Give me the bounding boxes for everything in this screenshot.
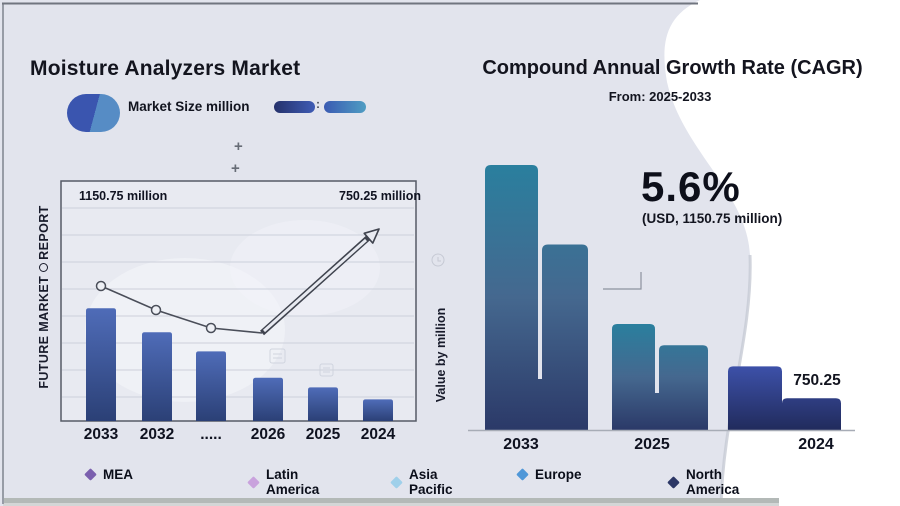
market-size-bar (196, 351, 226, 421)
watermark-part1: FUTURE MARKET (37, 275, 51, 389)
legend-item: Latin America (247, 467, 320, 497)
ghost-document-icons (269, 348, 334, 377)
x-tick-label: 2025 (634, 436, 670, 453)
cagr-bar-joint (538, 379, 542, 430)
market-size-bars (86, 308, 393, 421)
market-size-label: Market Size million (128, 99, 250, 114)
legend-diamond-icon (667, 475, 680, 489)
x-tick-label: 2024 (360, 426, 396, 443)
market-size-bar (308, 387, 338, 421)
panel-soft-blobs (85, 220, 380, 402)
registered-mark-icon (39, 262, 48, 272)
gridlines (62, 207, 414, 398)
ghost-clock-icon (431, 253, 445, 267)
x-tick-label: 2026 (250, 426, 286, 443)
legend-label: North America (686, 467, 740, 497)
x-tick-label: ..... (200, 426, 222, 443)
plus-decoration: + (231, 160, 240, 177)
market-size-bar (253, 377, 283, 421)
cagr-bar-primary (728, 366, 782, 430)
start-value-label: 1150.75 million (79, 189, 168, 203)
legend-label: MEA (103, 467, 133, 482)
corner-decoration (603, 272, 642, 290)
market-size-bar (86, 308, 116, 421)
x-tick-label: 2033 (83, 426, 119, 443)
x-tick-label: 2024 (798, 436, 834, 453)
market-size-bar (363, 399, 393, 421)
legend-diamond-icon (247, 475, 260, 489)
end-value-label: 750.25 million (339, 189, 421, 203)
legend-label: Asia Pacific (409, 467, 453, 497)
left-frame-border (2, 3, 4, 504)
cagr-period: From: 2025-2033 (608, 89, 712, 104)
ratio-pill-light (324, 101, 366, 113)
bottom-strip-light (3, 503, 779, 506)
x-tick-label: 2032 (139, 426, 175, 443)
ratio-pill-dark (274, 101, 315, 113)
ratio-separator: : (316, 97, 320, 111)
watermark-vertical-label: FUTURE MARKET REPORT (37, 187, 51, 407)
legend-item: MEA (84, 467, 133, 482)
legend-label: Europe (535, 467, 582, 482)
plus-decoration: + (234, 138, 243, 155)
cagr-bar-secondary (782, 398, 841, 430)
growth-arrow (259, 228, 380, 336)
watermark-part2: REPORT (37, 205, 51, 260)
cagr-bar-secondary (542, 244, 588, 430)
top-frame-border (2, 2, 698, 5)
x-tick-label: 2025 (305, 426, 341, 443)
cagr-bar-primary (612, 324, 655, 430)
cagr-basis: (USD, 1150.75 million) (642, 211, 783, 226)
legend-item: Europe (516, 467, 582, 482)
trend-line (100, 285, 263, 334)
cagr-bar-primary (485, 165, 538, 430)
x-tick-label: 2033 (503, 436, 539, 453)
trend-markers (95, 280, 217, 334)
legend-diamond-icon (84, 468, 97, 481)
bar-value-annotation: 750.25 (793, 372, 841, 389)
y-axis-label: Value by million (434, 307, 448, 403)
market-size-bar (142, 332, 172, 421)
legend-diamond-icon (390, 475, 403, 489)
cagr-title: Compound Annual Growth Rate (CAGR) (482, 57, 863, 79)
legend-item: Asia Pacific (390, 467, 453, 497)
cagr-bar-joint (655, 393, 659, 430)
page-title: Moisture Analyzers Market (30, 57, 301, 80)
market-size-capsule-icon (67, 94, 120, 132)
legend-item: North America (667, 467, 740, 497)
cagr-bars (485, 165, 841, 430)
cagr-bar-secondary (659, 345, 708, 430)
cagr-value: 5.6% (641, 163, 741, 210)
legend-diamond-icon (516, 468, 529, 481)
bottom-strip-dark (3, 498, 779, 503)
legend-label: Latin America (266, 467, 320, 497)
